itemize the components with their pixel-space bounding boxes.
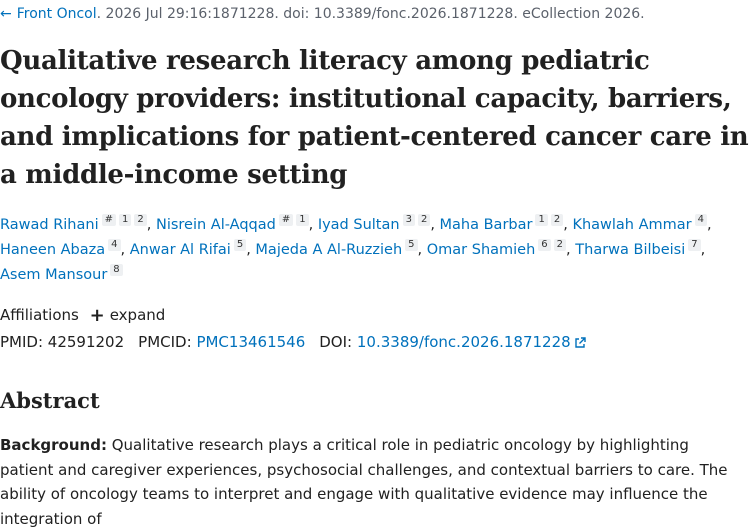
author-name-link[interactable]: Iyad Sultan (317, 217, 400, 233)
author-item: Majeda A Al-Ruzzieh 5, (255, 239, 423, 258)
affiliation-tag[interactable]: 4 (694, 214, 707, 226)
affiliation-tag[interactable]: 2 (553, 239, 567, 251)
author-item: Maha Barbar 1 2, (439, 214, 568, 233)
doi-link[interactable]: 10.3389/fonc.2026.1871228 (357, 333, 586, 351)
author-separator: , (120, 242, 126, 258)
author-name-link[interactable]: Haneen Abaza (0, 242, 106, 258)
citation-line: ← Front Oncol. 2026 Jul 29:16:1871228. do… (0, 6, 645, 22)
author-separator: , (417, 242, 423, 258)
author-item: Omar Shamieh 6 2, (426, 239, 571, 258)
affiliation-tag[interactable]: # (278, 214, 294, 226)
affiliation-tag[interactable]: 2 (417, 214, 431, 226)
affiliations-row: Affiliations + expand (0, 305, 165, 326)
pmcid-link[interactable]: PMC13461546 (196, 333, 306, 351)
author-separator: , (566, 242, 571, 258)
pmid-label: PMID: (0, 333, 44, 351)
affiliation-tag[interactable]: 7 (688, 239, 701, 251)
author-item: Asem Mansour 8 (0, 264, 123, 283)
author-name-link[interactable]: Tharwa Bilbeisi (575, 242, 686, 258)
author-item: Anwar Al Rifai 5, (129, 239, 251, 258)
affiliation-tag[interactable]: 8 (110, 264, 123, 276)
expand-affiliations-button[interactable]: + expand (89, 305, 166, 326)
pmid-value: 42591202 (47, 333, 125, 351)
author-item: Nisrein Al-Aqqad #1, (155, 214, 314, 233)
affiliation-tag[interactable]: 2 (134, 214, 147, 226)
author-separator: , (308, 217, 314, 233)
affiliation-tag[interactable]: 2 (550, 214, 564, 226)
author-separator: , (246, 242, 251, 258)
author-name-link[interactable]: Khawlah Ammar (572, 217, 692, 233)
author-list: Rawad Rihani #1 2, Nisrein Al-Aqqad #1, Iya… (0, 213, 745, 288)
doi-label: DOI: (319, 333, 353, 351)
affiliations-label: Affiliations (0, 306, 79, 324)
pmcid-label: PMCID: (138, 333, 192, 351)
author-item: Iyad Sultan 3 2, (317, 214, 435, 233)
affiliation-tag[interactable]: 1 (296, 214, 309, 226)
author-name-link[interactable]: Asem Mansour (0, 267, 108, 283)
author-separator: , (146, 217, 152, 233)
affiliation-tag[interactable]: 4 (108, 239, 121, 251)
external-link-icon (574, 337, 586, 348)
author-separator: , (700, 242, 706, 258)
abstract-paragraph: Background: Qualitative research plays a… (0, 433, 745, 531)
author-name-link[interactable]: Nisrein Al-Aqqad (155, 217, 276, 233)
affiliation-tag[interactable]: 5 (233, 239, 247, 251)
author-name-link[interactable]: Maha Barbar (439, 217, 533, 233)
affiliation-tag[interactable]: 1 (119, 214, 132, 226)
affiliation-tag[interactable]: # (101, 214, 116, 226)
author-name-link[interactable]: Anwar Al Rifai (129, 242, 231, 258)
author-name-link[interactable]: Majeda A Al-Ruzzieh (255, 242, 403, 258)
citation-details: . 2026 Jul 29:16:1871228. doi: 10.3389/f… (96, 6, 645, 22)
article-page: ← Front Oncol. 2026 Jul 29:16:1871228. do… (0, 6, 749, 528)
author-item: Tharwa Bilbeisi 7, (575, 239, 706, 258)
affiliation-tag[interactable]: 6 (538, 239, 551, 251)
journal-link[interactable]: Front Oncol (16, 6, 97, 22)
expand-label: expand (109, 306, 166, 324)
doi-value: 10.3389/fonc.2026.1871228 (356, 333, 571, 351)
author-separator: , (430, 217, 435, 233)
affiliation-tag[interactable]: 5 (405, 239, 418, 251)
author-separator: , (563, 217, 568, 233)
author-separator: , (706, 217, 712, 233)
author-item: Haneen Abaza 4, (0, 239, 126, 258)
affiliation-tag[interactable]: 1 (535, 214, 548, 226)
arrow-left-icon[interactable]: ← (0, 6, 12, 22)
author-item: Khawlah Ammar 4, (572, 214, 712, 233)
background-label: Background: (0, 436, 107, 454)
article-title: Qualitative research literacy among pedi… (0, 46, 749, 190)
identifiers-row: PMID: 42591202 PMCID: PMC13461546 DOI: 10.… (0, 333, 586, 351)
background-text: Qualitative research plays a critical ro… (0, 436, 728, 528)
abstract-heading: Abstract (0, 388, 100, 413)
affiliation-tag[interactable]: 3 (402, 214, 415, 226)
author-name-link[interactable]: Rawad Rihani (0, 217, 99, 233)
plus-icon: + (89, 305, 105, 326)
author-name-link[interactable]: Omar Shamieh (426, 242, 536, 258)
author-item: Rawad Rihani #1 2, (0, 214, 152, 233)
